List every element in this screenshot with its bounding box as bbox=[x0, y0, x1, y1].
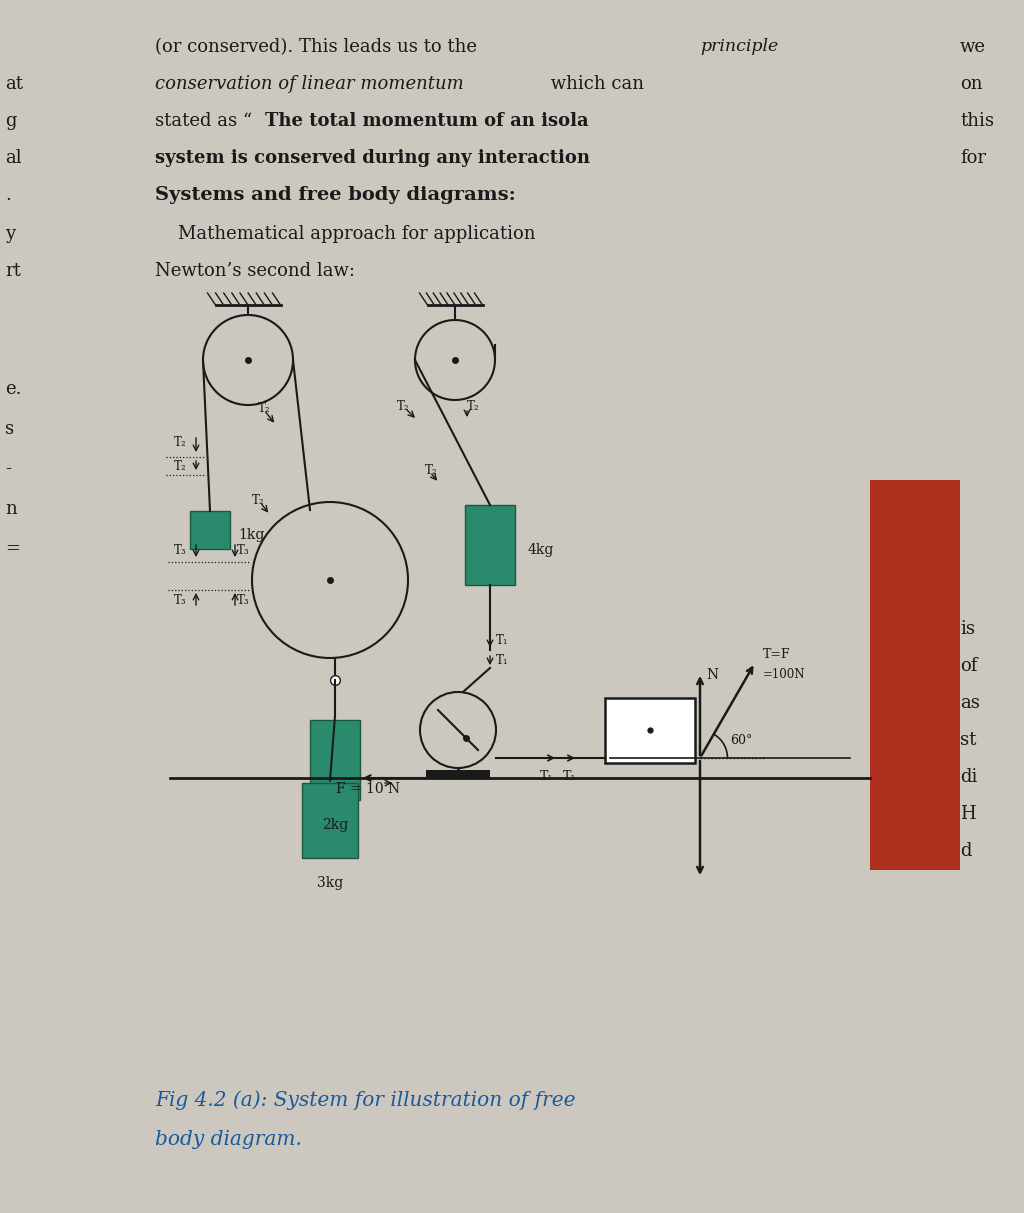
Text: =100N: =100N bbox=[763, 667, 806, 680]
Text: Mathematical approach for application: Mathematical approach for application bbox=[155, 224, 536, 243]
Text: which can: which can bbox=[545, 75, 644, 93]
Text: Newton’s second law:: Newton’s second law: bbox=[155, 262, 355, 280]
Text: T₂: T₂ bbox=[174, 460, 186, 473]
Text: as: as bbox=[961, 694, 980, 712]
Text: T₂: T₂ bbox=[258, 402, 270, 415]
Bar bbox=[426, 770, 490, 778]
Text: di: di bbox=[961, 768, 977, 786]
Text: s: s bbox=[5, 420, 14, 438]
Text: F = 10 N: F = 10 N bbox=[336, 782, 400, 796]
Text: T₃: T₃ bbox=[237, 543, 250, 557]
Text: system is conserved during any interaction: system is conserved during any interacti… bbox=[155, 149, 590, 167]
Text: stated as “: stated as “ bbox=[155, 112, 252, 130]
Bar bbox=[190, 511, 230, 549]
Text: T₃: T₃ bbox=[174, 543, 186, 557]
Text: 2kg: 2kg bbox=[322, 818, 348, 832]
Text: e.: e. bbox=[5, 380, 22, 398]
Text: The total momentum of an isola: The total momentum of an isola bbox=[265, 112, 589, 130]
Bar bbox=[310, 721, 360, 801]
Text: T₃: T₃ bbox=[174, 593, 186, 606]
Text: at: at bbox=[5, 75, 23, 93]
Text: (or conserved). This leads us to the: (or conserved). This leads us to the bbox=[155, 38, 482, 56]
Bar bbox=[605, 697, 695, 763]
Text: n: n bbox=[5, 500, 16, 518]
Text: T₂: T₂ bbox=[425, 463, 437, 477]
Text: T₁: T₁ bbox=[540, 770, 553, 784]
Text: st: st bbox=[961, 731, 976, 748]
Text: principle: principle bbox=[700, 38, 778, 55]
Text: this: this bbox=[961, 112, 994, 130]
Text: T₂: T₂ bbox=[397, 399, 410, 412]
Text: T₁: T₁ bbox=[563, 770, 577, 784]
Text: 60°: 60° bbox=[730, 734, 753, 747]
Text: =: = bbox=[5, 540, 20, 558]
Text: d: d bbox=[961, 842, 972, 860]
Text: Systems and free body diagrams:: Systems and free body diagrams: bbox=[155, 186, 516, 204]
Text: for: for bbox=[961, 149, 986, 167]
Text: body diagram.: body diagram. bbox=[155, 1131, 302, 1149]
Text: T₁: T₁ bbox=[496, 654, 509, 666]
Text: is: is bbox=[961, 620, 975, 638]
Text: T₂: T₂ bbox=[174, 437, 186, 450]
Text: -: - bbox=[5, 460, 11, 478]
Bar bbox=[465, 505, 515, 585]
Text: conservation of linear momentum: conservation of linear momentum bbox=[155, 75, 464, 93]
Text: H: H bbox=[961, 805, 976, 822]
Text: 4kg: 4kg bbox=[528, 543, 554, 557]
Text: N: N bbox=[706, 668, 718, 682]
Text: T=F: T=F bbox=[763, 648, 791, 661]
Text: al: al bbox=[5, 149, 22, 167]
Text: 1kg: 1kg bbox=[238, 528, 264, 542]
Text: y: y bbox=[5, 224, 15, 243]
Text: we: we bbox=[961, 38, 986, 56]
Text: T₁: T₁ bbox=[496, 634, 509, 648]
Bar bbox=[870, 480, 961, 870]
Text: Fig 4.2 (a): System for illustration of free: Fig 4.2 (a): System for illustration of … bbox=[155, 1090, 575, 1110]
Text: on: on bbox=[961, 75, 982, 93]
Text: g: g bbox=[5, 112, 16, 130]
Text: 3kg: 3kg bbox=[316, 876, 343, 889]
Text: T₃: T₃ bbox=[237, 593, 250, 606]
Text: rt: rt bbox=[5, 262, 20, 280]
Text: of: of bbox=[961, 657, 977, 674]
Bar bbox=[302, 782, 358, 858]
Text: .: . bbox=[5, 186, 11, 204]
Text: T₂: T₂ bbox=[467, 399, 479, 412]
Text: T₂: T₂ bbox=[252, 494, 264, 507]
